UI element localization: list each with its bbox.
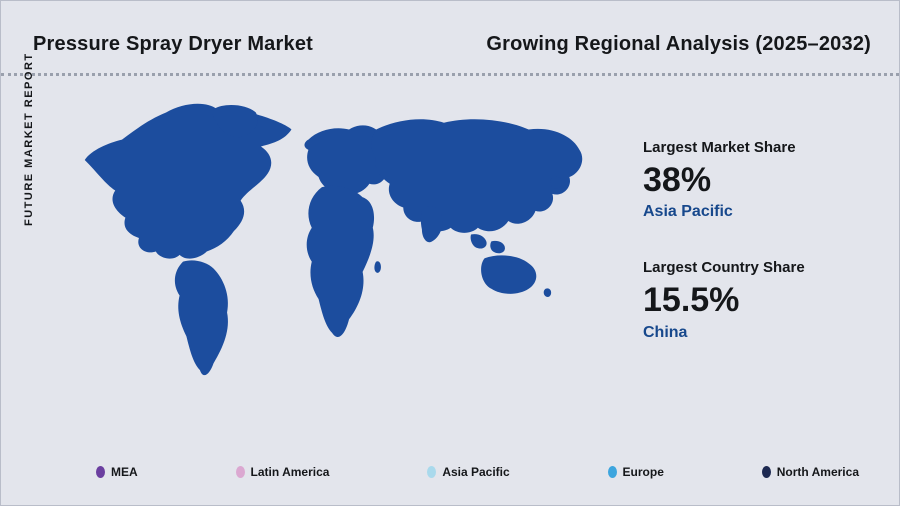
- legend-dot-europe: [608, 466, 617, 478]
- infographic-card: Pressure Spray Dryer Market Growing Regi…: [0, 0, 900, 506]
- map-region-new-zealand: [544, 288, 551, 297]
- map-continent-australia: [481, 255, 536, 293]
- legend-dot-latin-america: [236, 466, 245, 478]
- legend-label-asia-pacific: Asia Pacific: [442, 465, 509, 479]
- map-continent-asia: [371, 119, 582, 233]
- page-title: Pressure Spray Dryer Market: [33, 33, 313, 56]
- map-region-indonesia: [490, 241, 505, 253]
- legend-item-europe: Europe: [608, 465, 664, 479]
- map-continent-south-america: [175, 260, 228, 375]
- map-continent-africa: [307, 186, 374, 337]
- legend-dot-mea: [96, 466, 105, 478]
- header-section: Pressure Spray Dryer Market Growing Regi…: [33, 33, 871, 56]
- region-legend: MEA Latin America Asia Pacific Europe No…: [96, 465, 859, 479]
- legend-dot-asia-pacific: [427, 466, 436, 478]
- map-region-india: [421, 206, 443, 242]
- map-continent-north-america: [85, 104, 292, 259]
- stat-label-market-share: Largest Market Share: [643, 139, 883, 156]
- stat-value-market-share: 38%: [643, 162, 883, 199]
- stat-sub-country-share: China: [643, 324, 883, 342]
- legend-item-latin-america: Latin America: [236, 465, 330, 479]
- map-region-southeast-asia: [471, 234, 487, 248]
- legend-label-mea: MEA: [111, 465, 138, 479]
- world-map: [63, 99, 608, 404]
- map-region-madagascar: [374, 261, 381, 273]
- legend-item-asia-pacific: Asia Pacific: [427, 465, 509, 479]
- legend-label-latin-america: Latin America: [251, 465, 330, 479]
- legend-dot-north-america: [762, 466, 771, 478]
- sidebar-watermark-label: FUTURE MARKET REPORT: [23, 52, 35, 226]
- legend-label-europe: Europe: [623, 465, 664, 479]
- stat-label-country-share: Largest Country Share: [643, 259, 883, 276]
- stat-block-country-share: Largest Country Share 15.5% China: [643, 259, 883, 341]
- stats-panel: Largest Market Share 38% Asia Pacific La…: [643, 139, 883, 380]
- world-map-svg: [63, 99, 608, 404]
- stat-sub-market-share: Asia Pacific: [643, 203, 883, 221]
- legend-item-mea: MEA: [96, 465, 138, 479]
- page-subtitle: Growing Regional Analysis (2025–2032): [486, 33, 871, 56]
- stat-value-country-share: 15.5%: [643, 282, 883, 319]
- legend-label-north-america: North America: [777, 465, 859, 479]
- legend-item-north-america: North America: [762, 465, 859, 479]
- stat-block-market-share: Largest Market Share 38% Asia Pacific: [643, 139, 883, 221]
- header-divider: [1, 73, 899, 76]
